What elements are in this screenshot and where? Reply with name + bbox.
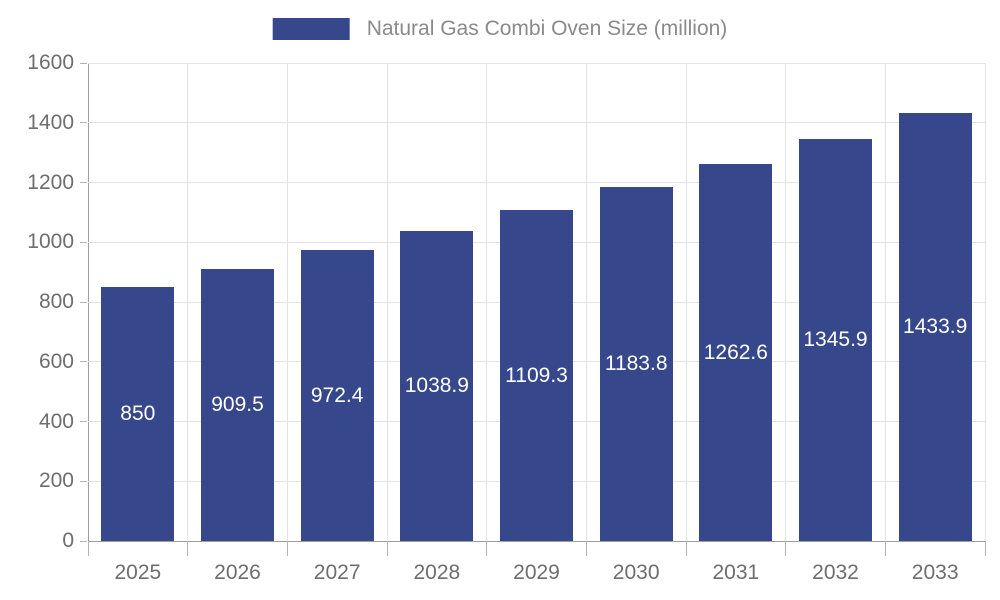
x-axis-tick	[785, 541, 787, 556]
y-axis-tick	[80, 540, 87, 542]
bar[interactable]: 909.5	[201, 269, 274, 541]
bar-value-label: 972.4	[310, 383, 364, 407]
v-gridline	[286, 63, 288, 541]
legend-swatch	[272, 18, 350, 40]
x-axis-tick	[87, 541, 89, 556]
x-tick-label: 2028	[413, 561, 461, 584]
bar-value-label: 1433.9	[903, 315, 968, 338]
h-gridline	[88, 182, 985, 183]
bar[interactable]: 850	[101, 287, 175, 541]
x-axis-tick	[984, 541, 986, 556]
v-gridline	[386, 63, 388, 541]
legend-item[interactable]: Natural Gas Combi Oven Size (million)	[272, 17, 728, 41]
y-tick-label: 600	[38, 349, 74, 373]
y-tick-label: 1600	[27, 51, 74, 74]
v-gridline	[187, 63, 189, 541]
y-axis-tick	[80, 480, 87, 482]
bar-value-label: 1183.8	[604, 352, 668, 375]
x-tick-label: 2030	[612, 561, 660, 584]
bar-value-label: 909.5	[211, 393, 264, 416]
x-tick-label: 2033	[911, 561, 959, 584]
x-tick-label: 2029	[513, 561, 560, 584]
y-tick-label: 1400	[27, 110, 74, 134]
x-axis-tick	[884, 541, 886, 556]
y-tick-label: 200	[38, 469, 74, 493]
y-axis-tick	[80, 301, 87, 303]
y-axis-tick	[80, 421, 87, 422]
y-axis-tick	[80, 241, 87, 243]
x-tick-label: 2026	[214, 561, 261, 584]
v-gridline	[486, 63, 488, 541]
y-axis-tick	[80, 182, 87, 183]
v-gridline	[884, 63, 886, 541]
v-gridline	[585, 63, 587, 541]
x-axis-tick	[685, 541, 687, 556]
bar-value-label: 1345.9	[803, 328, 868, 351]
bar-value-label: 1038.9	[404, 374, 469, 397]
h-gridline	[88, 62, 985, 64]
bar[interactable]: 1433.9	[898, 113, 972, 541]
bar[interactable]: 1109.3	[500, 210, 573, 541]
h-gridline	[88, 122, 985, 124]
bar-value-label: 850	[120, 402, 156, 425]
legend-label: Natural Gas Combi Oven Size (million)	[366, 17, 728, 40]
bar[interactable]: 972.4	[300, 250, 374, 541]
x-axis-tick	[386, 541, 388, 556]
bar[interactable]: 1345.9	[799, 139, 872, 541]
x-tick-label: 2025	[114, 561, 162, 584]
plot-area: 0 200 400 600 800 1000 1200 1400 1600 2025 2026 202…	[27, 51, 986, 584]
v-gridline	[984, 63, 986, 541]
x-tick-label: 2032	[812, 561, 859, 584]
bar[interactable]: 1262.6	[699, 164, 773, 541]
bar[interactable]: 1038.9	[400, 231, 474, 541]
x-axis-line	[88, 541, 985, 542]
bar[interactable]: 1183.8	[599, 187, 673, 541]
y-axis-tick	[80, 361, 87, 363]
x-axis-tick	[486, 541, 488, 556]
y-axis-tick	[80, 122, 87, 124]
y-axis-tick	[80, 62, 87, 64]
v-gridline	[785, 63, 787, 541]
x-axis-tick	[585, 541, 587, 556]
bar-value-label: 1109.3	[505, 363, 568, 387]
x-tick-label: 2031	[712, 561, 760, 584]
y-tick-label: 800	[38, 290, 74, 313]
y-tick-label: 1200	[27, 170, 74, 194]
y-tick-label: 400	[38, 409, 74, 433]
y-tick-label: 0	[62, 529, 74, 552]
x-axis-tick	[286, 541, 288, 556]
bar-value-label: 1262.6	[703, 340, 768, 364]
v-gridline	[685, 63, 687, 541]
y-tick-label: 1000	[27, 230, 74, 254]
x-axis-tick	[187, 541, 189, 556]
x-tick-label: 2027	[313, 561, 361, 584]
